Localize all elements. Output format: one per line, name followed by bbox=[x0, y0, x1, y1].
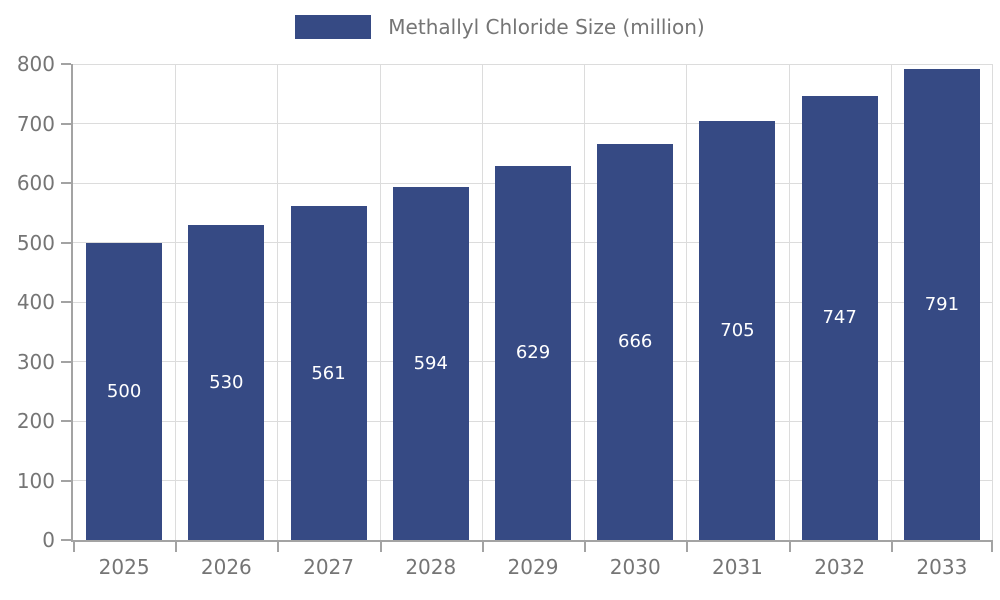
y-axis-tick bbox=[61, 63, 71, 65]
y-axis-tick-label: 800 bbox=[16, 52, 55, 76]
bar: 791 bbox=[903, 69, 980, 540]
bar-value-label: 666 bbox=[618, 331, 653, 353]
bar: 629 bbox=[495, 165, 571, 540]
gridline-vertical bbox=[992, 64, 993, 540]
bar: 666 bbox=[597, 143, 674, 540]
y-axis-tick-label: 200 bbox=[16, 409, 55, 433]
x-axis-tick bbox=[788, 542, 791, 552]
y-axis-tick-label: 0 bbox=[42, 528, 55, 552]
gridline-vertical bbox=[379, 64, 381, 540]
x-axis-tick bbox=[379, 542, 382, 552]
bar: 594 bbox=[392, 186, 469, 540]
y-axis-tick-label: 600 bbox=[16, 171, 55, 195]
legend-swatch-icon bbox=[295, 15, 372, 39]
bar: 561 bbox=[290, 206, 367, 540]
x-axis-tick-label: 2026 bbox=[200, 555, 252, 579]
x-axis-line bbox=[71, 540, 993, 542]
x-axis-tick bbox=[890, 542, 893, 552]
x-axis-tick bbox=[991, 542, 993, 552]
gridline-vertical bbox=[686, 64, 688, 540]
x-axis-tick bbox=[73, 542, 75, 552]
y-axis-tick bbox=[61, 301, 71, 303]
gridline-vertical bbox=[890, 64, 892, 540]
x-axis-tick-label: 2028 bbox=[405, 555, 457, 579]
gridline-horizontal bbox=[73, 123, 993, 124]
gridline-horizontal bbox=[73, 63, 993, 65]
x-axis-tick-label: 2027 bbox=[303, 555, 354, 579]
y-axis-tick-label: 100 bbox=[16, 468, 55, 493]
gridline-vertical bbox=[175, 64, 177, 540]
x-axis-tick bbox=[686, 542, 689, 552]
x-axis-tick bbox=[277, 542, 280, 552]
x-axis-tick-label: 2030 bbox=[609, 555, 661, 579]
bar-value-label: 629 bbox=[515, 342, 551, 364]
bar: 530 bbox=[188, 224, 265, 540]
y-axis-tick-label: 700 bbox=[16, 111, 55, 136]
chart-legend: Methallyl Chloride Size (million) bbox=[0, 15, 1000, 39]
bar-value-label: 747 bbox=[822, 307, 857, 329]
x-axis-tick-label: 2031 bbox=[711, 555, 763, 579]
y-axis-tick-label: 400 bbox=[16, 290, 55, 314]
y-axis-tick-label: 500 bbox=[16, 230, 55, 255]
x-axis-tick bbox=[175, 542, 178, 552]
bar: 500 bbox=[86, 242, 163, 540]
bar-value-label: 500 bbox=[106, 380, 142, 402]
bar-value-label: 705 bbox=[720, 319, 755, 341]
y-axis-tick bbox=[61, 122, 71, 125]
y-axis-tick bbox=[61, 241, 71, 244]
x-axis-tick bbox=[584, 542, 587, 552]
gridline-vertical bbox=[481, 64, 483, 540]
bar-value-label: 594 bbox=[413, 352, 448, 374]
plot-area: 0 100 200 300 400 500 600 700 800 500 2025 530 2026 5… bbox=[17, 52, 993, 579]
x-axis-tick-label: 2029 bbox=[507, 555, 559, 579]
x-axis-tick-label: 2025 bbox=[98, 555, 150, 579]
gridline-vertical bbox=[277, 64, 279, 540]
bar-value-label: 791 bbox=[924, 294, 960, 316]
bar-value-label: 530 bbox=[209, 371, 244, 393]
legend-label: Methallyl Chloride Size (million) bbox=[388, 15, 705, 39]
y-axis-line bbox=[71, 64, 73, 542]
bar: 747 bbox=[801, 95, 878, 540]
y-axis-tick bbox=[61, 182, 71, 184]
gridline-vertical bbox=[788, 64, 790, 540]
y-axis-tick bbox=[61, 360, 71, 363]
x-axis-tick bbox=[481, 542, 484, 552]
bar: 705 bbox=[699, 120, 776, 540]
y-axis-tick bbox=[61, 479, 71, 482]
y-axis-tick bbox=[61, 420, 71, 422]
y-axis-tick-label: 300 bbox=[16, 349, 55, 374]
gridline-vertical bbox=[584, 64, 586, 540]
x-axis-tick-label: 2033 bbox=[916, 555, 968, 579]
x-axis-tick-label: 2032 bbox=[814, 555, 866, 579]
bar-value-label: 561 bbox=[311, 362, 346, 384]
y-axis-tick bbox=[61, 539, 71, 541]
